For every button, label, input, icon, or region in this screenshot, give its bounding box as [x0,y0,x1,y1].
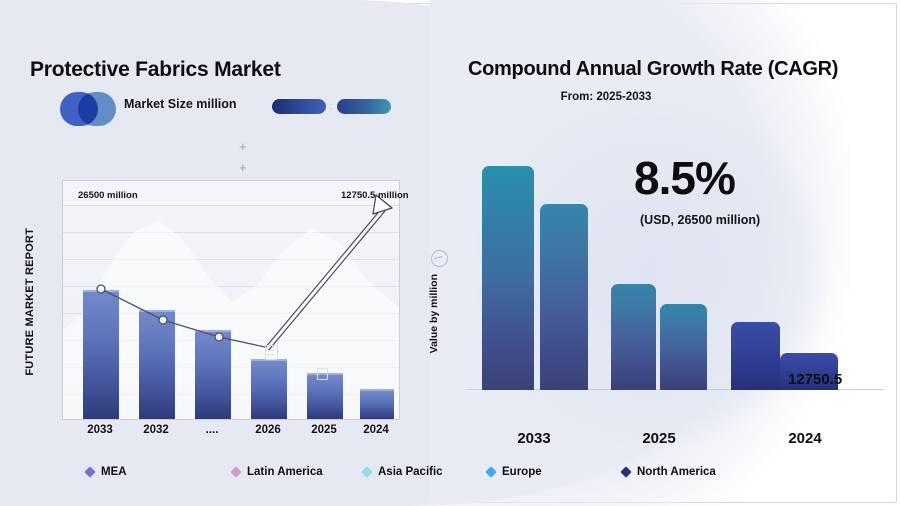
gridline [63,232,399,233]
left-chart-secondary-axis-label: Value by million [428,274,440,354]
right-panel-title: Compound Annual Growth Rate (CAGR) [468,58,839,80]
right-bar-2024-secondary [780,353,838,390]
two-lobe-venn-icon [60,92,116,126]
right-cagr-chart [450,140,900,440]
x-label-2024: 2024 [363,424,389,436]
venn-lobe-right [78,92,116,126]
right-chart-data-label: 12750.5 [788,371,843,388]
legend-item-north-america[interactable]: North America [620,466,716,478]
right-bar-2025-secondary [660,304,707,390]
x-label-ellipsis: .... [205,424,219,436]
bar-2032 [139,310,175,419]
trend-point-marker [158,315,168,325]
legend-item-mea[interactable]: MEA [84,466,232,478]
left-chart-note-end: 12750.5 million [341,190,409,201]
right-x-label-2025: 2025 [642,430,676,447]
pill-swatch-secondary [336,99,391,114]
square-watermark-icon [317,368,328,380]
left-chart-x-axis: 2033 2032 .... 2026 2025 2024 [62,424,400,444]
pill-separator: : [330,101,333,111]
growth-arrow-shaft-b [267,210,386,352]
legend-label-latin-america: Latin America [247,466,323,478]
minus-circle-icon [431,250,448,267]
left-panel-title: Protective Fabrics Market [30,58,281,81]
x-label-2033: 2033 [87,424,113,436]
legend-swatch-latin-america [230,466,242,478]
left-chart-y-axis-label: FUTURE MARKET REPORT [24,228,36,376]
legend-swatch-asia-pacific [361,466,373,478]
legend-item-asia-pacific[interactable]: Asia Pacific [361,466,487,478]
x-label-2025: 2025 [311,424,337,436]
legend-item-europe[interactable]: Europe [485,466,622,478]
cagr-unit-label: (USD, 26500 million) [640,213,761,227]
right-x-label-2024: 2024 [788,430,822,447]
legend-label-europe: Europe [502,466,542,478]
trend-marker-line [100,288,266,348]
cagr-value: 8.5% [634,152,736,204]
growth-arrow-head [372,194,393,215]
right-bar-2033-secondary [540,204,588,390]
legend-label-north-america: North America [637,466,716,478]
bar-2026 [251,359,287,419]
bar-2024 [360,389,394,419]
trend-point-marker [96,284,106,294]
legend-label-asia-pacific: Asia Pacific [378,466,443,478]
bar-cap [251,359,287,361]
market-size-label: Market Size million [124,97,237,111]
legend-swatch-mea [84,466,96,478]
bar-cap [360,389,394,391]
right-bar-2025-primary [611,284,656,390]
pill-swatch-primary [272,99,326,114]
gridline [63,286,399,287]
right-x-label-2033: 2033 [517,430,551,447]
plus-icon-2: + [239,160,247,175]
left-market-size-chart [62,180,400,420]
document-watermark-icon [265,345,278,360]
gridline [63,259,399,260]
legend-swatch-europe [485,466,497,478]
x-label-2026: 2026 [255,424,281,436]
bar-2025 [307,373,343,419]
right-chart-x-axis: 2033 2025 2024 [450,430,900,452]
x-label-2032: 2032 [143,424,169,436]
bar-cap [307,373,343,375]
left-chart-note-start: 26500 million [78,190,138,201]
right-panel-subtitle: From: 2025-2033 [560,91,652,103]
plus-icon-1: + [239,139,247,154]
legend-label-mea: MEA [101,466,127,478]
trend-point-marker [214,332,224,342]
pill-legend-group: : [272,99,391,114]
right-bar-2033-primary [482,166,534,390]
bar-cap [139,310,175,312]
bar-cap [195,330,231,332]
bar-ellipsis [195,330,231,419]
legend-item-latin-america[interactable]: Latin America [230,466,363,478]
gridline [63,205,399,206]
right-bar-2024-primary [731,322,780,390]
region-legend: MEA Latin America Asia Pacific Europe No… [84,466,716,478]
bar-2033 [83,290,119,419]
trend-overlay [96,194,393,352]
legend-swatch-north-america [620,466,632,478]
growth-arrow-shaft-a [264,207,383,349]
